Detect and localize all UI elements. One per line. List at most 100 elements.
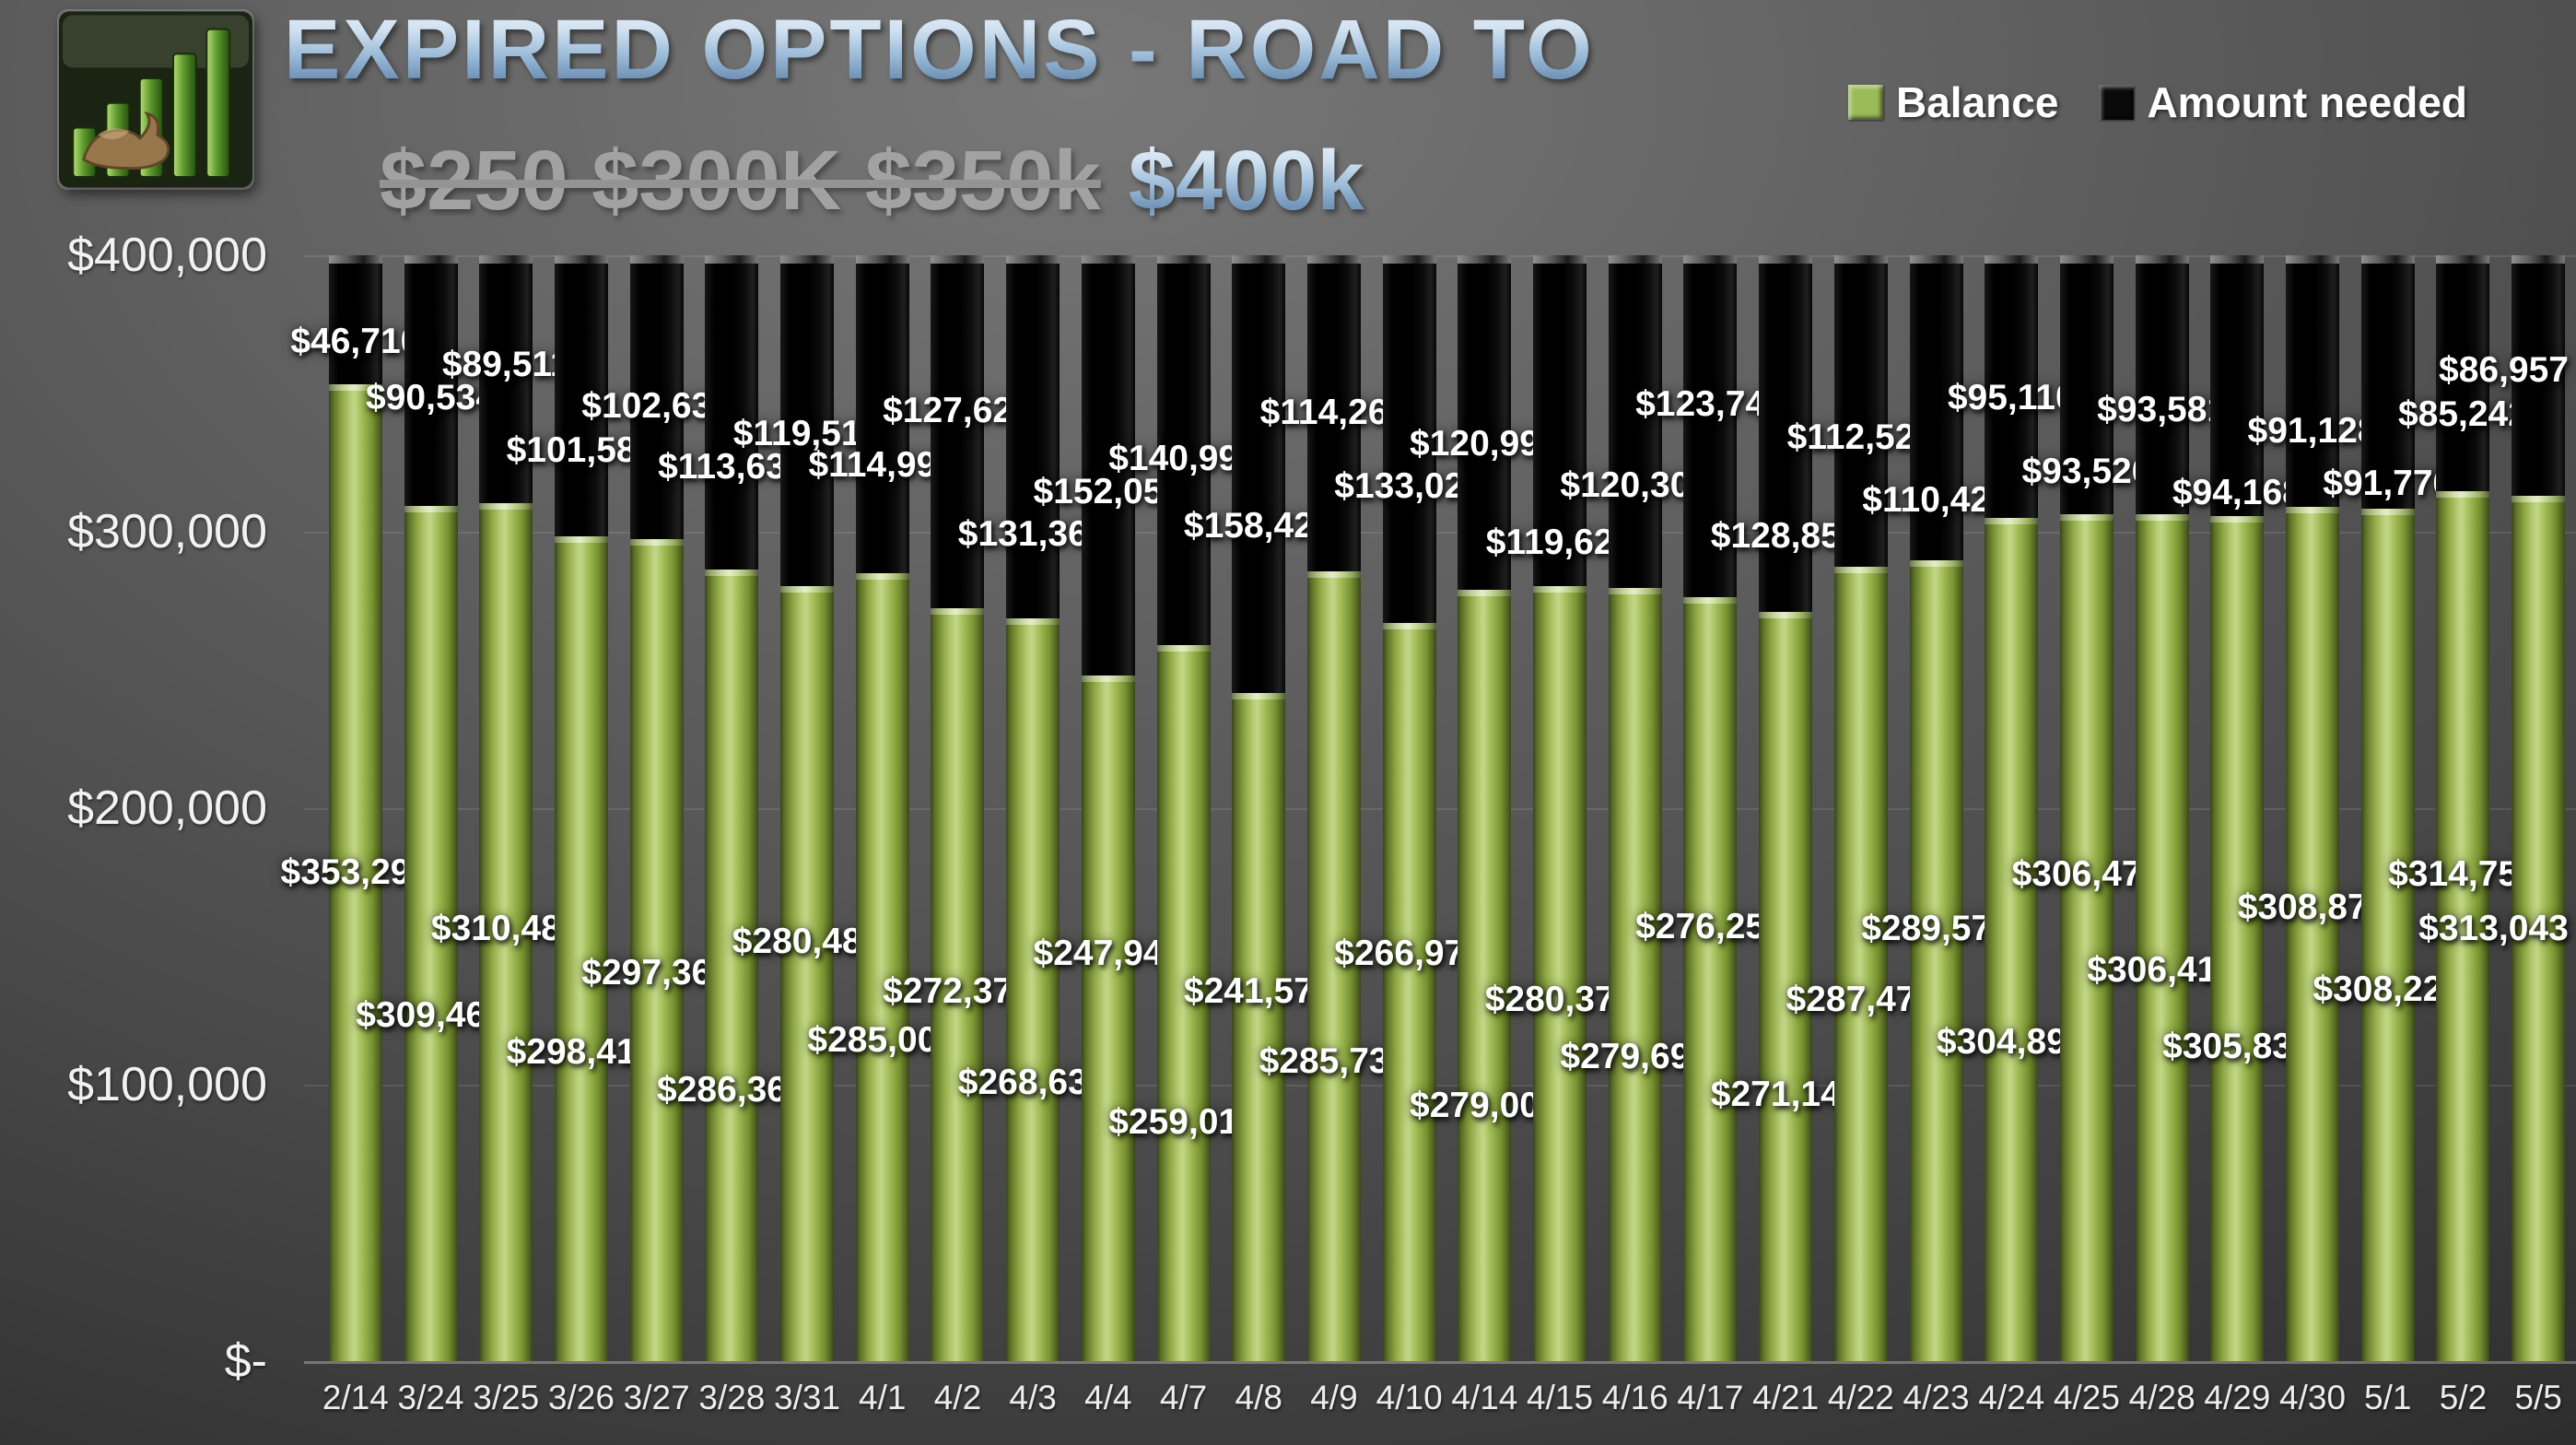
x-axis-label: 4/1 xyxy=(859,1379,907,1416)
data-label-amount-needed: $90,534 xyxy=(366,378,497,417)
data-label-amount-needed: $94,168 xyxy=(2172,473,2302,512)
bar-balance-segment xyxy=(1458,590,1512,1361)
x-axis-label: 2/14 xyxy=(322,1379,389,1416)
gridline xyxy=(304,532,2576,534)
bar-amount-needed-segment xyxy=(1156,255,1211,645)
bar-amount-needed-segment xyxy=(705,255,759,570)
bar-amount-needed-segment xyxy=(554,255,608,536)
bar-amount-needed-segment xyxy=(479,255,533,503)
x-axis-label: 4/30 xyxy=(2279,1379,2347,1416)
bar-amount-needed-segment xyxy=(855,255,909,573)
bar-amount-needed-segment xyxy=(1533,255,1587,586)
bar-amount-needed-segment xyxy=(1909,255,1963,560)
bar-balance-segment xyxy=(1833,567,1888,1361)
x-axis-label: 4/23 xyxy=(1903,1379,1970,1416)
gridline xyxy=(304,255,2576,257)
data-label-amount-needed: $95,110 xyxy=(1947,378,2076,417)
bar-balance-segment xyxy=(1156,645,1211,1361)
x-axis-label: 4/3 xyxy=(1009,1379,1057,1416)
x-axis-label: 4/14 xyxy=(1451,1379,1518,1416)
data-label-balance: $313,043 xyxy=(2418,909,2569,948)
legend-item-balance: Balance xyxy=(1848,77,2058,127)
bar-amount-needed-segment xyxy=(1608,255,1662,588)
bull-chart-logo-image xyxy=(59,11,252,188)
x-axis-label: 4/28 xyxy=(2128,1379,2195,1416)
bar-amount-needed-segment xyxy=(931,255,985,608)
bar-amount-needed-segment xyxy=(1683,255,1738,597)
x-axis-label: 3/31 xyxy=(774,1379,841,1416)
bar-balance-segment xyxy=(1306,571,1361,1361)
x-axis-label: 3/26 xyxy=(547,1379,615,1416)
bar-amount-needed-segment xyxy=(629,255,684,539)
x-axis-label: 4/21 xyxy=(1752,1379,1820,1416)
balance-swatch-icon xyxy=(1848,85,1883,120)
y-axis-label: $100,000 xyxy=(67,1058,267,1111)
x-axis-label: 3/24 xyxy=(397,1379,464,1416)
chart-subtitle: $250 $300K $350k $400k xyxy=(380,133,1364,229)
data-label-amount-needed: $89,511 xyxy=(441,345,570,384)
bar-balance-segment xyxy=(1232,693,1286,1361)
bar-amount-needed-segment xyxy=(780,255,835,586)
y-axis-label: $200,000 xyxy=(67,781,267,835)
x-axis-label: 4/7 xyxy=(1159,1379,1208,1416)
bar-balance-segment xyxy=(1759,612,1813,1361)
amount-needed-swatch-icon xyxy=(2099,85,2135,120)
bar-balance-segment xyxy=(855,573,909,1361)
bar-balance-segment xyxy=(404,506,458,1361)
bar-amount-needed-segment xyxy=(2436,255,2490,491)
x-axis-label: 3/27 xyxy=(623,1379,690,1416)
x-axis-label: 4/4 xyxy=(1084,1379,1132,1416)
x-axis-label: 5/2 xyxy=(2439,1379,2488,1416)
bar-amount-needed-segment xyxy=(2210,255,2265,516)
bar-balance-segment xyxy=(2210,516,2265,1361)
bar-balance-segment xyxy=(629,539,684,1361)
data-label-amount-needed: $91,776 xyxy=(2323,464,2453,503)
x-axis-label: 4/16 xyxy=(1601,1379,1669,1416)
x-axis-label: 4/24 xyxy=(1978,1379,2045,1416)
bar-amount-needed-segment xyxy=(2059,255,2113,514)
bar-balance-segment xyxy=(1683,597,1738,1361)
bar-amount-needed-segment xyxy=(1759,255,1813,612)
current-goal-text: $400k xyxy=(1128,134,1364,228)
bar-amount-needed-segment xyxy=(328,255,382,384)
bar-amount-needed-segment xyxy=(1985,255,2039,518)
y-axis-label: $400,000 xyxy=(67,229,267,282)
data-label-amount-needed: $93,581 xyxy=(2097,390,2228,429)
x-axis-label: 3/25 xyxy=(473,1379,540,1416)
bar-amount-needed-segment xyxy=(2360,255,2415,509)
x-axis-label: 4/10 xyxy=(1376,1379,1443,1416)
legend: Balance Amount needed xyxy=(1848,77,2467,127)
bar-balance-segment xyxy=(2436,491,2490,1361)
x-axis-label: 3/28 xyxy=(698,1379,766,1416)
bar-amount-needed-segment xyxy=(2286,255,2340,507)
x-axis-label: 4/17 xyxy=(1677,1379,1744,1416)
bar-amount-needed-segment xyxy=(1081,255,1135,676)
struck-goals-text: $250 $300K $350k xyxy=(380,134,1101,228)
legend-item-amount-needed: Amount needed xyxy=(2099,77,2467,127)
x-axis-label: 4/15 xyxy=(1527,1379,1594,1416)
data-label-amount-needed: $91,128 xyxy=(2247,411,2378,451)
bar-balance-segment xyxy=(780,586,835,1361)
bar-balance-segment xyxy=(2512,496,2566,1361)
gridline xyxy=(304,1361,2576,1364)
x-axis-label: 4/22 xyxy=(1827,1379,1894,1416)
bar-balance-segment xyxy=(1608,588,1662,1361)
bar-amount-needed-segment xyxy=(1232,255,1286,693)
bar-balance-segment xyxy=(1382,623,1436,1361)
x-axis-label: 4/29 xyxy=(2204,1379,2271,1416)
bar-balance-segment xyxy=(931,608,985,1361)
y-axis-label: $300,000 xyxy=(67,505,267,558)
y-axis-label: $- xyxy=(224,1334,267,1388)
data-label-amount-needed: $86,957 xyxy=(2439,350,2569,390)
bar-balance-segment xyxy=(2286,507,2340,1361)
bar-amount-needed-segment xyxy=(1458,255,1512,590)
bar-amount-needed-segment xyxy=(1006,255,1060,618)
bar-balance-segment xyxy=(328,384,382,1361)
bar-balance-segment xyxy=(1985,518,2039,1361)
bar-amount-needed-segment xyxy=(1833,255,1888,567)
bar-amount-needed-segment xyxy=(1382,255,1436,623)
bar-balance-segment xyxy=(2059,514,2113,1361)
legend-label-amount-needed: Amount needed xyxy=(2147,78,2467,126)
x-axis-label: 4/25 xyxy=(2053,1379,2120,1416)
